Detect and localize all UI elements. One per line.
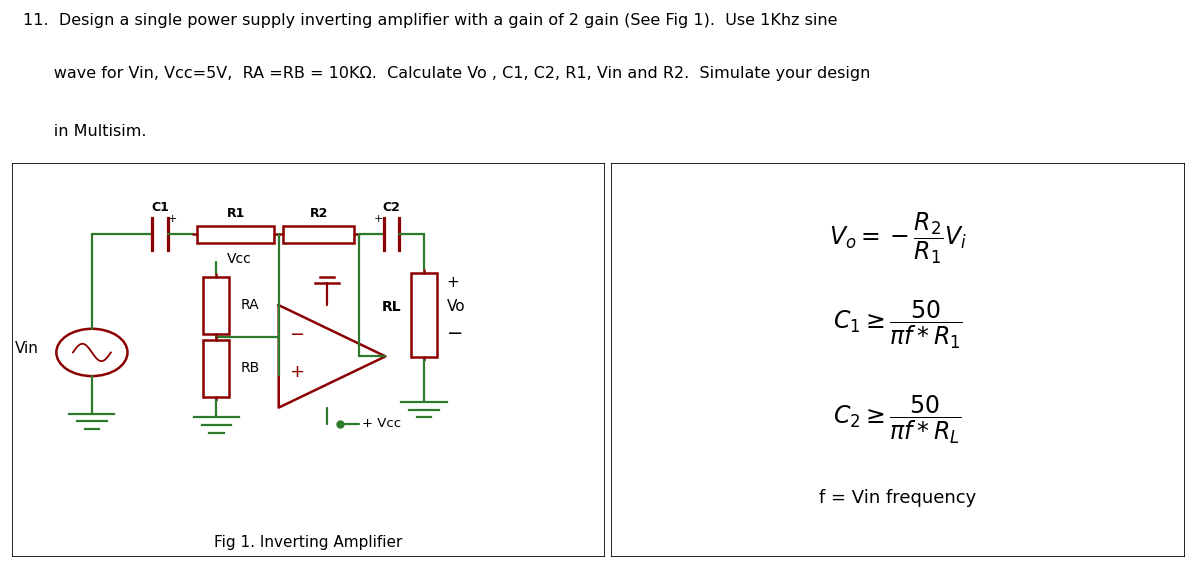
Text: Vin: Vin <box>14 341 39 356</box>
Text: R2: R2 <box>310 207 327 220</box>
Text: RL: RL <box>382 300 401 314</box>
Text: Vo: Vo <box>446 299 465 314</box>
Text: Fig 1. Inverting Amplifier: Fig 1. Inverting Amplifier <box>215 535 402 550</box>
Text: $C_1 \geq \dfrac{50}{\pi f * R_1}$: $C_1 \geq \dfrac{50}{\pi f * R_1}$ <box>833 298 963 351</box>
Text: $C_2 \geq \dfrac{50}{\pi f * R_L}$: $C_2 \geq \dfrac{50}{\pi f * R_L}$ <box>834 393 962 446</box>
Bar <box>204 340 229 396</box>
Text: C1: C1 <box>151 202 170 215</box>
Text: RB: RB <box>240 361 260 375</box>
Bar <box>410 273 438 357</box>
Text: −: − <box>446 324 463 343</box>
Bar <box>283 226 355 243</box>
Text: in Multisim.: in Multisim. <box>24 124 147 139</box>
Text: +: + <box>289 363 305 381</box>
Text: f = Vin frequency: f = Vin frequency <box>820 489 976 507</box>
Text: +: + <box>374 215 383 225</box>
Text: R1: R1 <box>227 207 244 220</box>
Text: +: + <box>167 215 177 225</box>
Text: Vcc: Vcc <box>228 252 251 266</box>
Text: RA: RA <box>240 298 259 312</box>
Text: C2: C2 <box>382 202 401 215</box>
Text: + Vcc: + Vcc <box>363 417 401 430</box>
Text: $V_o = -\dfrac{R_2}{R_1}V_i$: $V_o = -\dfrac{R_2}{R_1}V_i$ <box>829 210 967 266</box>
Bar <box>197 226 274 243</box>
Text: −: − <box>289 327 305 345</box>
Bar <box>204 277 229 333</box>
Text: wave for Vin, Vcc=5V,  RA =RB = 10KΩ.  Calculate Vo , C1, C2, R1, Vin and R2.  S: wave for Vin, Vcc=5V, RA =RB = 10KΩ. Cal… <box>24 66 871 82</box>
Text: +: + <box>446 275 459 291</box>
Text: 11.  Design a single power supply inverting amplifier with a gain of 2 gain (See: 11. Design a single power supply inverti… <box>24 13 839 28</box>
